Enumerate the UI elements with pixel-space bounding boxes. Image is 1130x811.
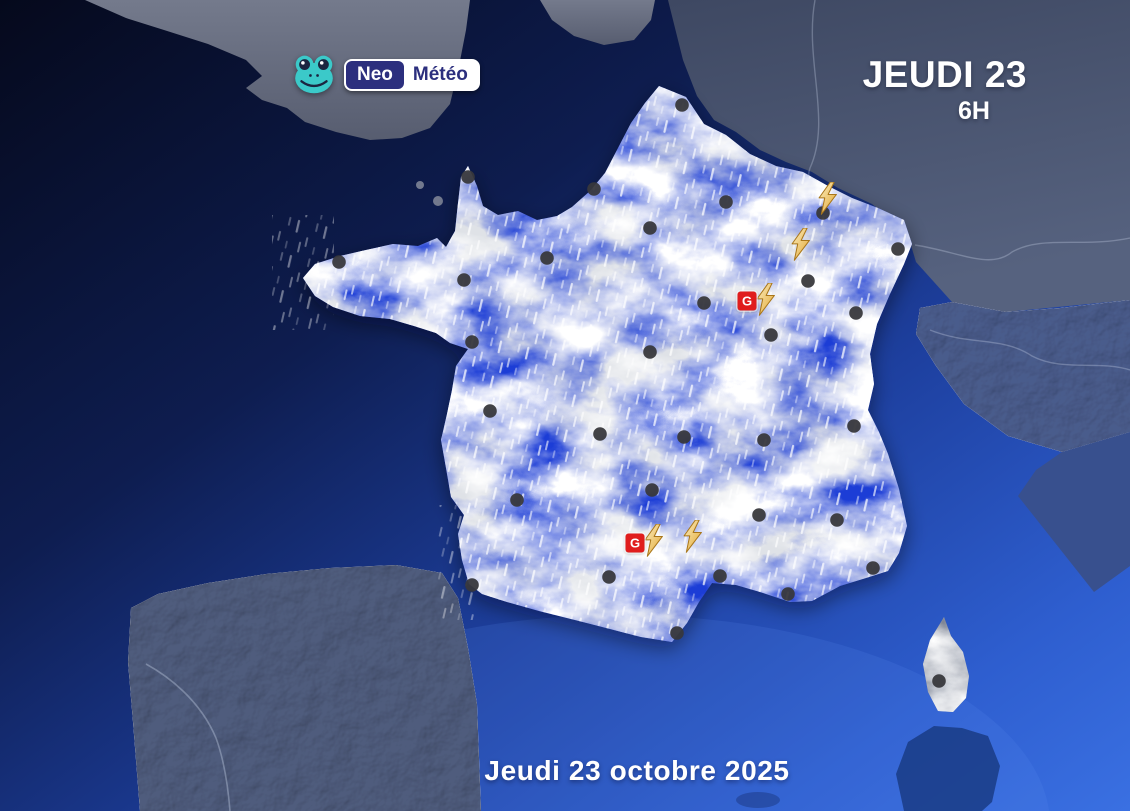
city-marker (849, 306, 863, 320)
city-marker (781, 587, 795, 601)
city-marker (332, 255, 346, 269)
city-marker (697, 296, 711, 310)
city-marker (465, 578, 479, 592)
city-marker (713, 569, 727, 583)
city-marker (801, 274, 815, 288)
england-landmass (85, 0, 470, 140)
city-marker (587, 182, 601, 196)
city-marker (866, 561, 880, 575)
city-marker (816, 206, 830, 220)
city-marker (752, 508, 766, 522)
city-marker (645, 483, 659, 497)
city-marker (932, 674, 946, 688)
city-marker (675, 98, 689, 112)
forecast-hour-label: 6H (958, 97, 990, 125)
city-marker (461, 170, 475, 184)
frog-icon (295, 55, 333, 94)
spain-landmass (128, 565, 481, 811)
city-marker (643, 345, 657, 359)
city-marker (757, 433, 771, 447)
city-marker (510, 493, 524, 507)
city-marker (764, 328, 778, 342)
forecast-day-label: JEUDI 23 (862, 54, 1027, 95)
brand-logo: Neo Météo (291, 53, 480, 97)
city-marker (670, 626, 684, 640)
alps-landmass (916, 300, 1130, 452)
kent-landmass (540, 0, 655, 45)
coastal-rain-west (272, 215, 334, 330)
brand-name: Neo (346, 61, 404, 89)
city-marker (540, 251, 554, 265)
city-marker (465, 335, 479, 349)
city-marker (602, 570, 616, 584)
brand-badge: Neo Météo (344, 59, 480, 91)
city-markers-layer (332, 98, 946, 688)
city-marker (643, 221, 657, 235)
coastal-rain-southwest (438, 505, 474, 620)
city-marker (891, 242, 905, 256)
forecast-datetime: JEUDI 23 6H (863, 56, 1027, 124)
city-marker (593, 427, 607, 441)
city-marker (677, 430, 691, 444)
northeast-landmass (668, 0, 1130, 312)
city-marker (847, 419, 861, 433)
date-banner: Jeudi 23 octobre 2025 (484, 755, 790, 786)
channel-island (416, 181, 424, 189)
menorca-island (736, 792, 780, 808)
city-marker (719, 195, 733, 209)
city-marker (830, 513, 844, 527)
italy-landmass (1018, 432, 1130, 592)
brand-product: Météo (403, 61, 478, 89)
city-marker (483, 404, 497, 418)
sardinia-landmass (896, 726, 1000, 811)
channel-island (433, 196, 443, 206)
city-marker (457, 273, 471, 287)
